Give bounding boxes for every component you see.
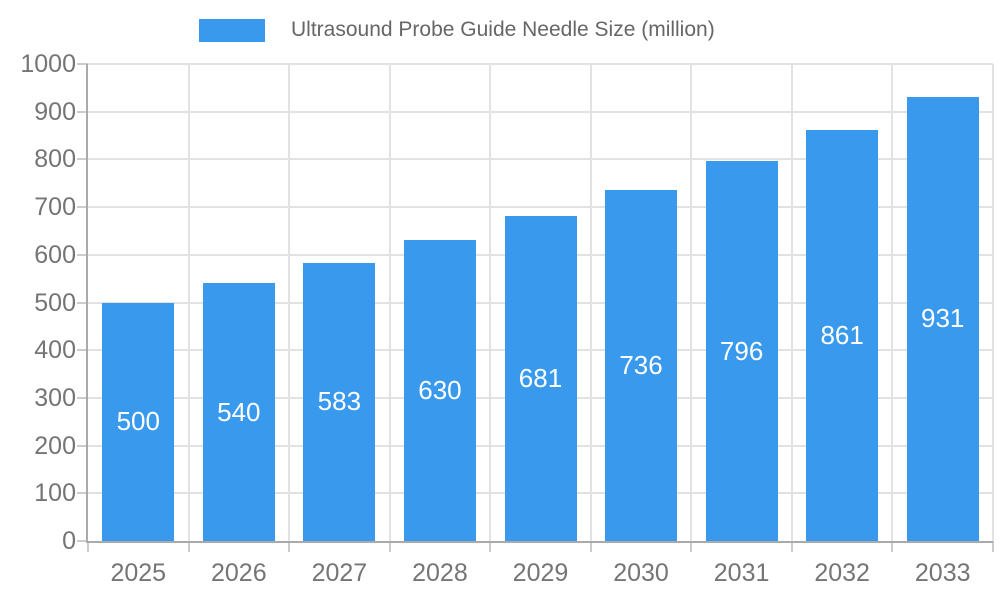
x-axis-tick [690, 541, 693, 552]
x-axis-line [86, 541, 993, 543]
x-axis-label: 2026 [211, 559, 267, 587]
bar-value-label: 931 [921, 303, 965, 334]
bar-2029[interactable]: 681 [504, 216, 577, 541]
bar-2028[interactable]: 630 [403, 240, 476, 541]
x-axis-tick [388, 541, 391, 552]
legend-label[interactable]: Ultrasound Probe Guide Needle Size (mill… [291, 18, 715, 41]
x-axis-label: 2033 [914, 559, 971, 587]
x-axis-tick [87, 541, 89, 552]
bar-value-label: 796 [719, 335, 764, 366]
x-gridline [489, 64, 492, 541]
bar-value-label: 736 [619, 349, 663, 380]
x-axis-tick [288, 541, 291, 552]
bar-2033[interactable]: 931 [906, 96, 979, 541]
y-axis-label: 900 [34, 97, 76, 126]
y-axis-label: 100 [34, 479, 76, 508]
bar-value-label: 500 [116, 406, 160, 437]
y-axis-label: 200 [34, 431, 76, 460]
bar-value-label: 583 [317, 386, 362, 417]
x-axis-label: 2027 [311, 559, 368, 587]
y-axis-tick [77, 206, 88, 209]
x-gridline [690, 64, 693, 541]
y-axis-label: 400 [34, 336, 76, 365]
x-gridline [187, 64, 190, 541]
y-axis-label: 0 [62, 527, 76, 555]
legend-swatch-icon[interactable] [199, 18, 265, 42]
x-axis-label: 2025 [110, 559, 167, 587]
chart-legend[interactable]: Ultrasound Probe Guide Needle Size (mill… [199, 18, 715, 42]
x-axis-tick [187, 541, 190, 552]
y-axis-tick [77, 158, 88, 161]
x-axis-label: 2029 [512, 559, 569, 587]
x-axis-tick [891, 541, 894, 552]
y-axis-line [86, 64, 88, 543]
bar-2030[interactable]: 736 [605, 189, 678, 541]
bar-2032[interactable]: 861 [806, 130, 879, 541]
x-gridline [288, 64, 291, 541]
y-axis-tick [77, 492, 88, 495]
x-axis-label: 2028 [412, 559, 468, 587]
bar-2027[interactable]: 583 [303, 262, 376, 541]
y-gridline [88, 63, 993, 65]
bar-2031[interactable]: 796 [705, 161, 778, 541]
x-gridline [388, 64, 391, 541]
x-gridline [891, 64, 894, 541]
y-axis-label: 1000 [20, 50, 76, 78]
y-axis-tick [77, 349, 88, 352]
x-axis-label: 2032 [814, 559, 870, 587]
bar-value-label: 681 [518, 363, 563, 394]
x-axis-tick [489, 541, 492, 552]
y-axis-tick [77, 110, 88, 113]
y-axis-label: 300 [34, 383, 76, 412]
bar-value-label: 540 [217, 396, 261, 427]
y-axis-tick [77, 540, 88, 542]
y-gridline [88, 206, 993, 209]
bar-value-label: 630 [418, 375, 462, 406]
y-axis-tick [77, 301, 88, 304]
y-axis-label: 700 [34, 193, 76, 222]
x-gridline [589, 64, 592, 541]
x-axis-label: 2031 [713, 559, 770, 587]
y-axis-label: 500 [34, 288, 76, 317]
y-axis-label: 800 [34, 145, 76, 174]
y-axis-label: 600 [34, 240, 76, 269]
x-axis-tick [589, 541, 592, 552]
y-axis-tick [77, 444, 88, 447]
x-axis-label: 2030 [613, 559, 669, 587]
x-gridline [790, 64, 793, 541]
bar-2025[interactable]: 500 [102, 302, 175, 541]
y-axis-tick [77, 396, 88, 399]
y-gridline [88, 158, 993, 161]
y-gridline [88, 110, 993, 113]
x-axis-tick [790, 541, 793, 552]
x-axis-tick [992, 541, 994, 552]
y-axis-tick [77, 253, 88, 256]
y-axis-tick [77, 63, 88, 65]
bar-value-label: 861 [820, 320, 864, 351]
x-gridline [992, 64, 994, 541]
bar-2026[interactable]: 540 [202, 283, 275, 541]
